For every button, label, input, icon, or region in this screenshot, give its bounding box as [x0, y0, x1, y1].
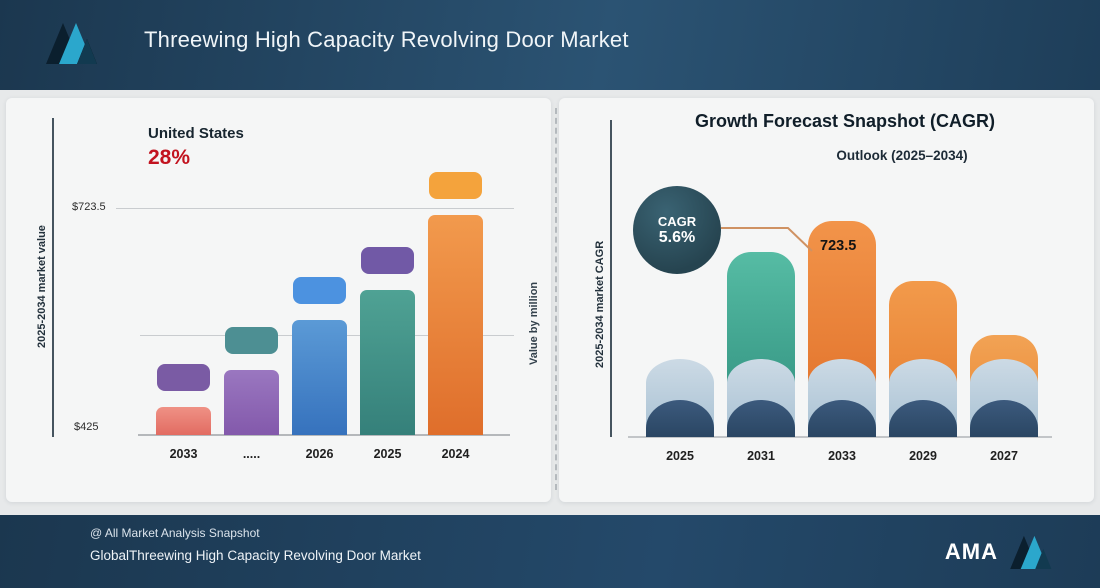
gridline-top	[116, 208, 514, 209]
x-category-label: 2024	[441, 447, 470, 461]
bar	[360, 290, 415, 435]
bar-base-dome	[727, 400, 795, 437]
y-tick-bottom: $425	[74, 421, 99, 433]
right-y-axis-label: 2025-2034 market CAGR	[594, 240, 606, 368]
x-category-label: 2026	[305, 447, 334, 461]
cagr-badge-value: 5.6%	[658, 228, 696, 246]
right-bar-2029: 2029	[889, 90, 957, 463]
cagr-badge-label: CAGR	[657, 213, 697, 229]
bar-base-dome	[808, 400, 876, 437]
page-title: Threewing High Capacity Revolving Door M…	[144, 27, 629, 52]
bar-base-dome	[646, 400, 714, 437]
left-chart-bars: 2033..... 2026 2025 2024	[156, 90, 483, 461]
left-right-axis-label: Value by million	[528, 281, 540, 365]
bar	[156, 407, 211, 435]
left-y-axis-line	[52, 118, 54, 437]
bar-base-dome	[970, 400, 1038, 437]
x-category-label: .....	[242, 447, 261, 461]
panel-divider	[555, 108, 557, 490]
bar-cap	[293, 277, 346, 304]
left-bar-2033: 2033	[156, 90, 211, 461]
right-chart-subtitle: Outlook (2025–2034)	[836, 148, 968, 163]
left-y-axis-label: 2025-2034 market value	[36, 225, 48, 348]
x-category-label: 2029	[909, 449, 937, 463]
footer-market-title: GlobalThreewing High Capacity Revolving …	[90, 548, 421, 563]
main-content: 2025-2034 market value United States 28%…	[0, 90, 1100, 515]
right-bar-2031: 2031	[727, 90, 795, 463]
x-category-label: 2025	[373, 447, 402, 461]
x-category-label: 2033	[828, 449, 856, 463]
left-bar-2026: 2026	[292, 90, 347, 461]
x-category-label: 2025	[666, 449, 694, 463]
left-bar-2025: 2025	[360, 90, 415, 461]
bar	[292, 320, 347, 435]
x-category-label: 2027	[990, 449, 1018, 463]
footer-credit: @ All Market Analysis Snapshot	[90, 526, 260, 540]
region-label: United States	[148, 125, 244, 142]
right-chart-title: Growth Forecast Snapshot (CAGR)	[694, 111, 995, 131]
bar	[224, 370, 279, 435]
x-category-label: 2033	[169, 447, 198, 461]
right-bar-2033: 2033	[808, 90, 876, 463]
bar	[428, 215, 483, 435]
footer-brand: AMA	[945, 531, 1056, 573]
left-bar-2024: 2024	[428, 90, 483, 461]
cagr-badge: CAGR 5.6%	[633, 186, 721, 274]
right-y-axis-line	[610, 120, 612, 437]
header-bar: Threewing High Capacity Revolving Door M…	[0, 0, 1100, 90]
peak-value-label: 723.5	[820, 238, 857, 254]
ama-logo-icon	[46, 23, 97, 64]
right-chart-bars: 2025 2031 2033 2029 2027	[646, 90, 1038, 463]
ama-footer-logo-icon	[1010, 535, 1052, 569]
x-category-label: 2031	[747, 449, 775, 463]
right-bar-2025: 2025	[646, 90, 714, 463]
left-bar-.....: .....	[224, 90, 279, 461]
bar-cap	[429, 172, 482, 199]
y-tick-top: $723.5	[72, 201, 106, 213]
footer-brand-text: AMA	[944, 539, 998, 564]
bar-cap	[361, 247, 414, 274]
highlight-percentage: 28%	[148, 146, 191, 169]
left-x-axis-line	[138, 434, 510, 436]
bar-base-dome	[889, 400, 957, 437]
footer-bar: @ All Market Analysis Snapshot GlobalThr…	[0, 515, 1100, 588]
right-bar-2027: 2027	[970, 90, 1038, 463]
bar-cap	[157, 364, 210, 391]
right-x-axis-line	[628, 436, 1052, 438]
bar-cap	[225, 327, 278, 354]
